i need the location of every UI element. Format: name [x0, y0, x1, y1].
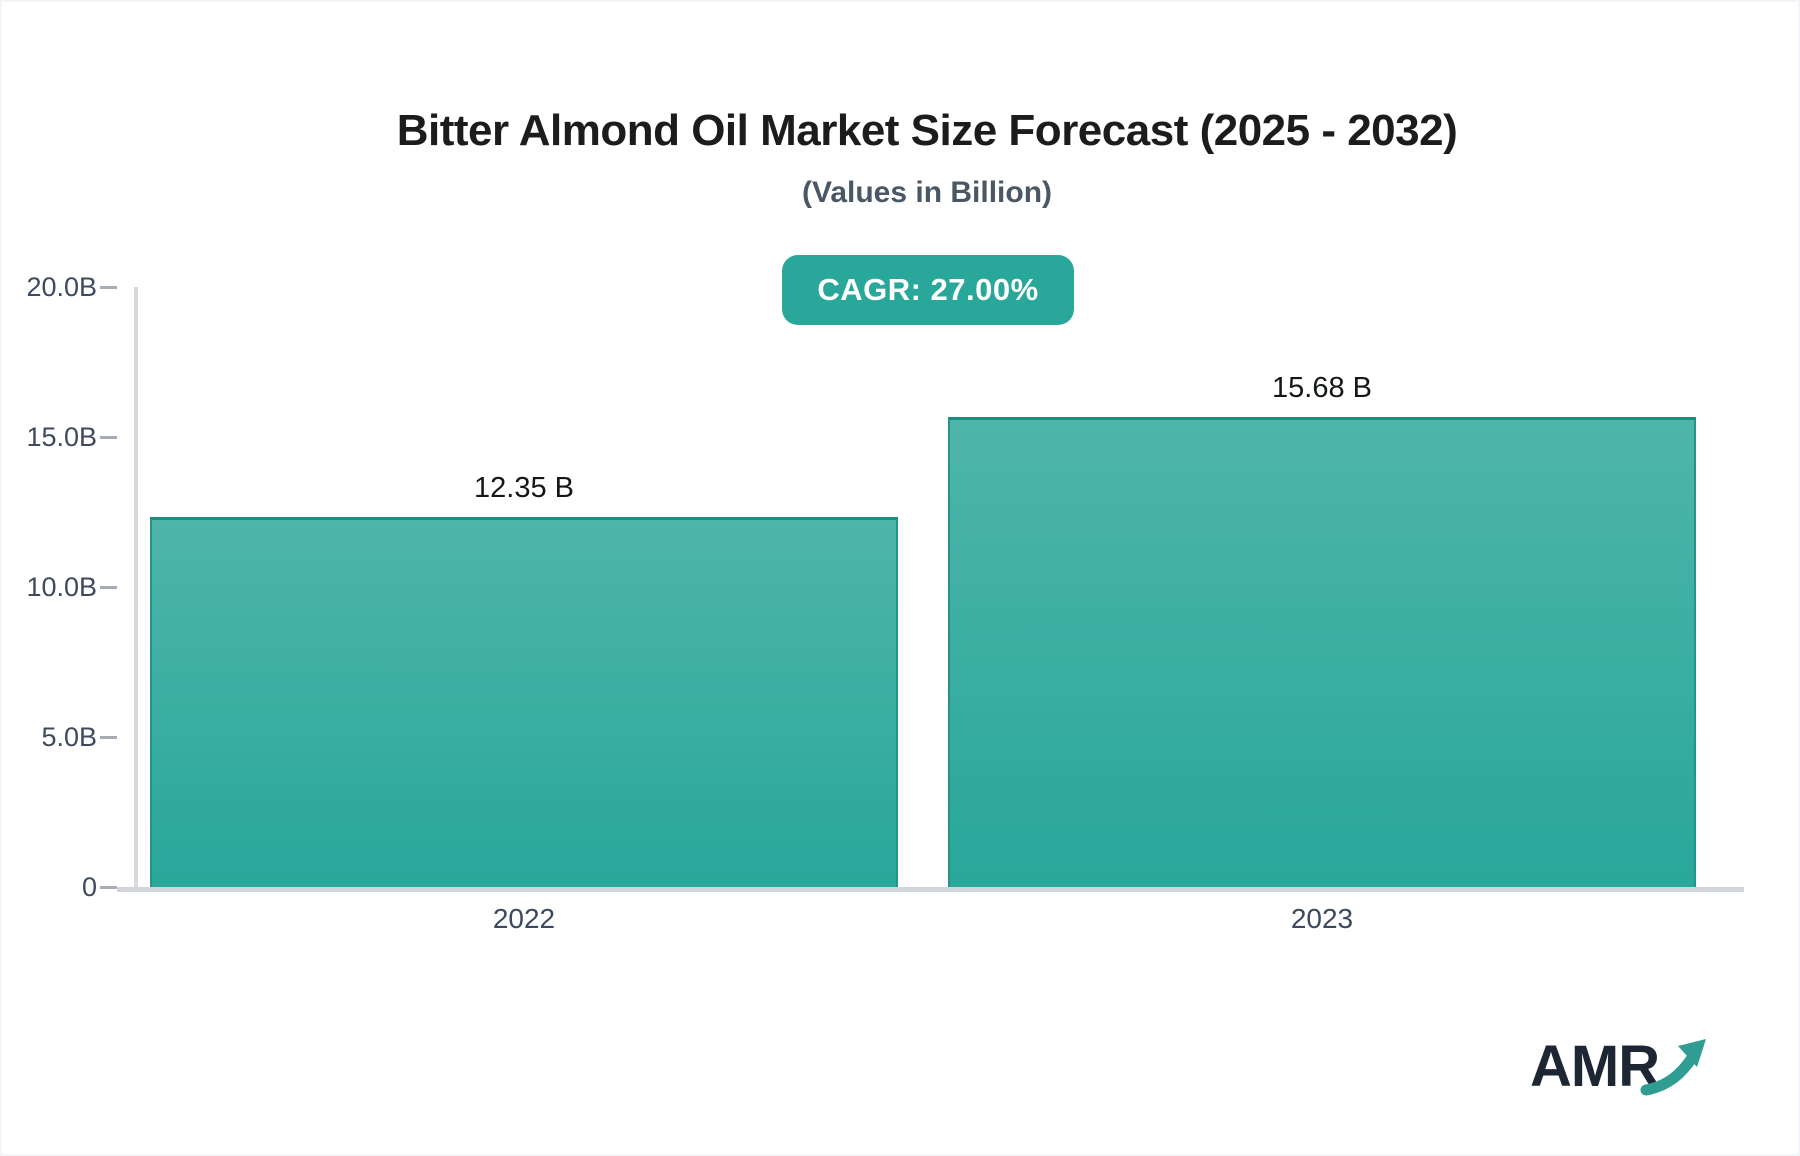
y-tick-label: 10.0B	[26, 572, 97, 602]
bar-chart: 0 5.0B 10.0B 15.0B 20.0B 12.35 B 2022 15.68 B 20…	[26, 272, 1746, 934]
bar-2022	[150, 516, 898, 887]
y-tick-label: 0	[81, 872, 97, 902]
bar-2023	[948, 416, 1696, 887]
x-axis-baseline	[117, 887, 1744, 892]
y-tick-mark	[100, 735, 117, 739]
chart-subtitle: (Values in Billion)	[801, 176, 1053, 209]
amr-logo-text: AMR	[1530, 1034, 1659, 1099]
y-axis-line	[134, 287, 138, 891]
y-tick-label: 20.0B	[26, 272, 97, 302]
y-tick-mark	[100, 585, 117, 589]
cagr-badge: CAGR: 27.00%	[782, 255, 1074, 325]
x-axis-label-2023: 2023	[1290, 903, 1354, 934]
x-axis-label-2022: 2022	[492, 903, 556, 934]
y-tick-label: 5.0B	[41, 722, 97, 752]
y-tick-mark	[100, 285, 117, 289]
amr-logo: AMR	[1530, 1032, 1715, 1102]
y-tick-label: 15.0B	[26, 422, 97, 452]
amr-logo-graphic: AMR	[1530, 1034, 1706, 1099]
chart-title: Bitter Almond Oil Market Size Forecast (…	[396, 106, 1458, 155]
y-tick-mark	[100, 435, 117, 439]
chart-header: Bitter Almond Oil Market Size Forecast (…	[52, 2, 1798, 210]
amr-logo-arrowhead-icon	[1678, 1039, 1706, 1067]
bar-value-label-2023: 15.68 B	[1272, 371, 1372, 404]
bar-value-label-2022: 12.35 B	[474, 471, 574, 504]
amr-logo-arrow-icon	[1640, 1052, 1698, 1096]
y-tick-mark	[100, 885, 117, 889]
